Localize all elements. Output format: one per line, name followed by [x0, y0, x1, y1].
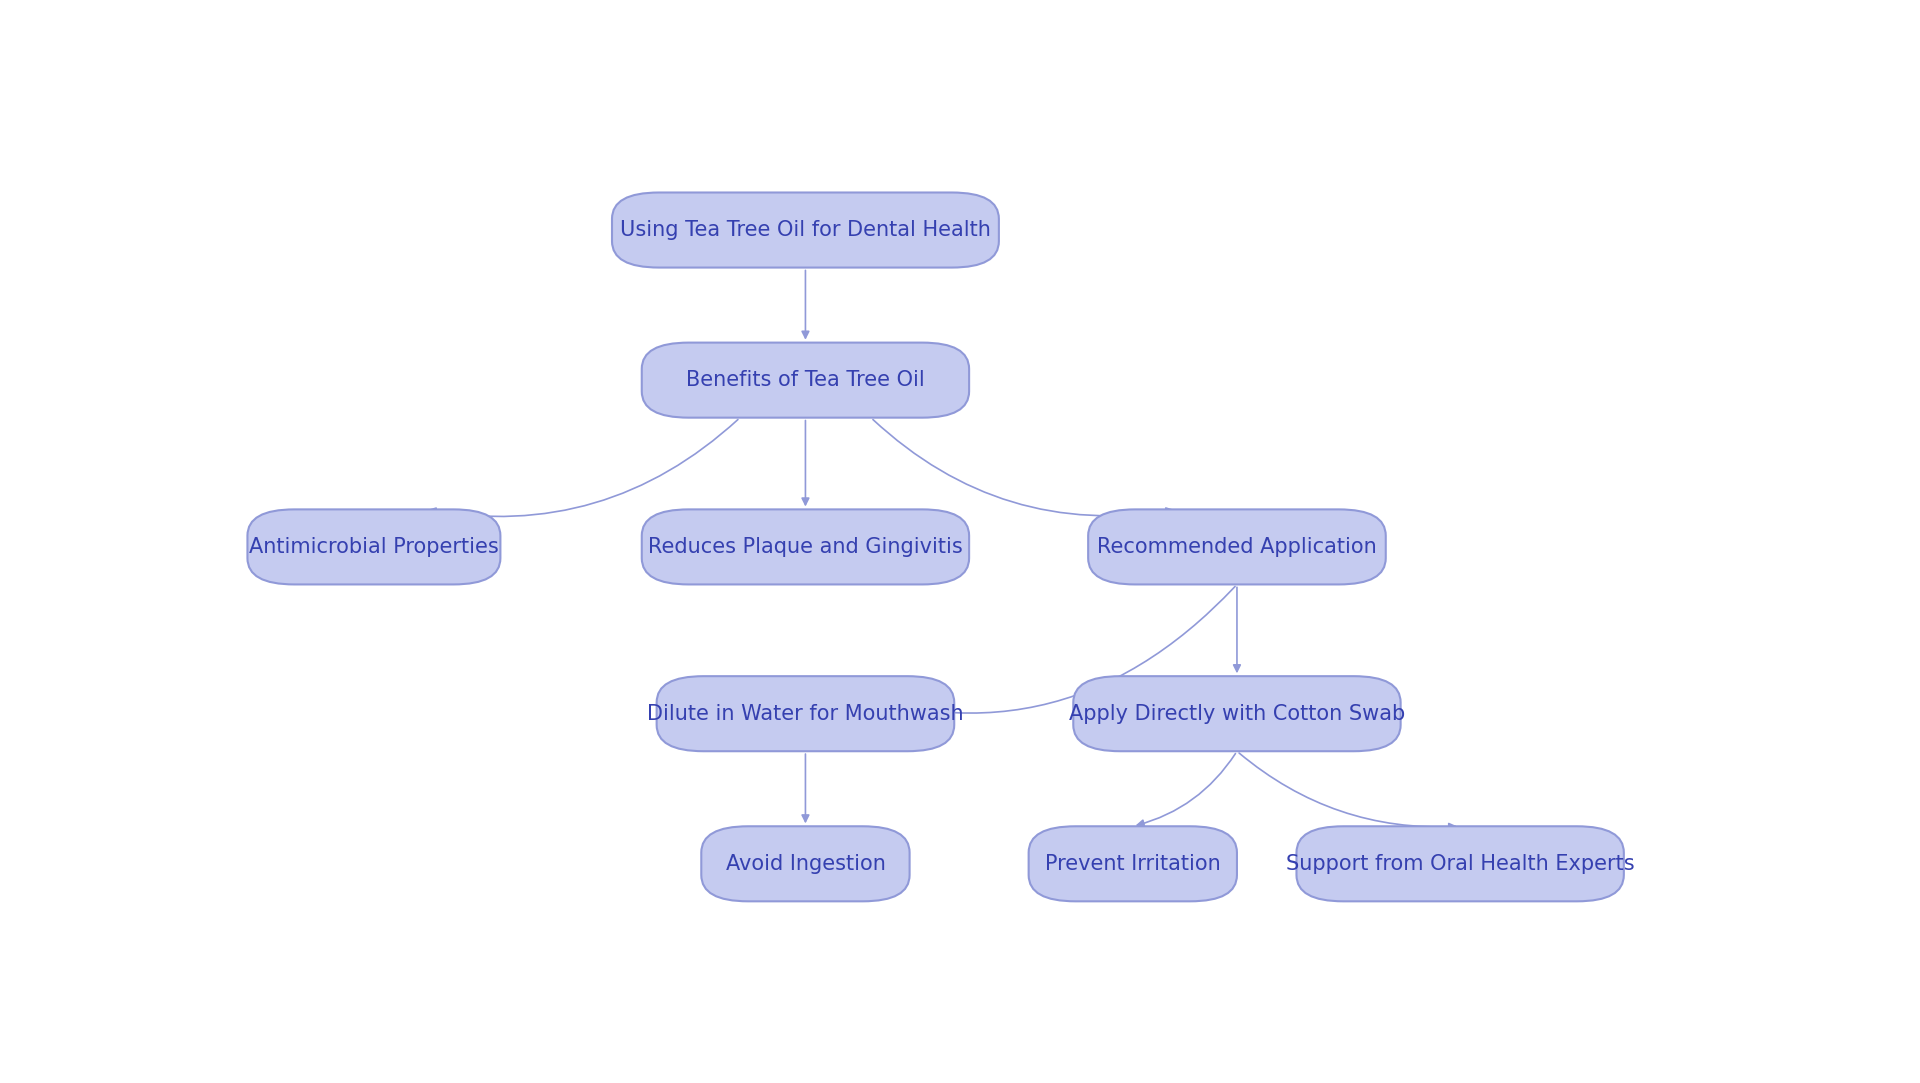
FancyBboxPatch shape: [1029, 826, 1236, 901]
FancyBboxPatch shape: [1296, 826, 1624, 901]
FancyBboxPatch shape: [701, 826, 910, 901]
Text: Benefits of Tea Tree Oil: Benefits of Tea Tree Oil: [685, 370, 925, 390]
Text: Apply Directly with Cotton Swab: Apply Directly with Cotton Swab: [1069, 704, 1405, 723]
FancyBboxPatch shape: [657, 676, 954, 752]
FancyBboxPatch shape: [1089, 509, 1386, 585]
Text: Avoid Ingestion: Avoid Ingestion: [726, 853, 885, 874]
Text: Dilute in Water for Mouthwash: Dilute in Water for Mouthwash: [647, 704, 964, 723]
FancyBboxPatch shape: [612, 193, 998, 268]
Text: Prevent Irritation: Prevent Irritation: [1044, 853, 1221, 874]
Text: Using Tea Tree Oil for Dental Health: Using Tea Tree Oil for Dental Health: [620, 220, 991, 240]
Text: Antimicrobial Properties: Antimicrobial Properties: [250, 537, 499, 557]
FancyBboxPatch shape: [641, 509, 970, 585]
Text: Recommended Application: Recommended Application: [1096, 537, 1377, 557]
FancyBboxPatch shape: [248, 509, 501, 585]
FancyBboxPatch shape: [1073, 676, 1402, 752]
Text: Support from Oral Health Experts: Support from Oral Health Experts: [1286, 853, 1634, 874]
FancyBboxPatch shape: [641, 342, 970, 418]
Text: Reduces Plaque and Gingivitis: Reduces Plaque and Gingivitis: [649, 537, 962, 557]
